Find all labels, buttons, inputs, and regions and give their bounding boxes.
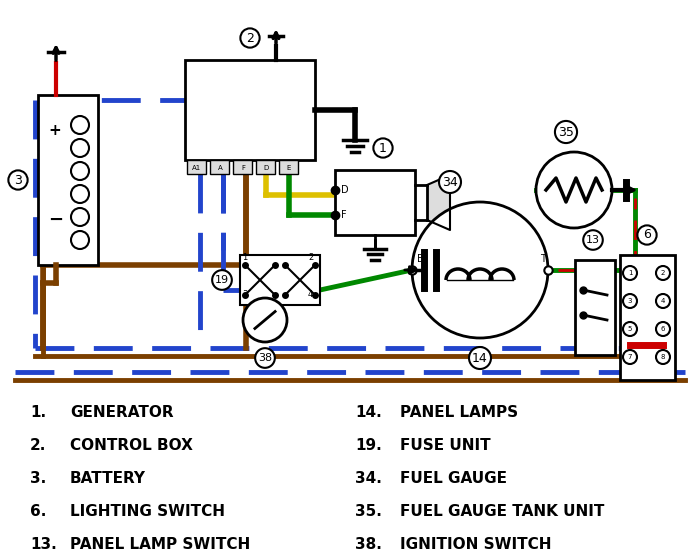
Text: BATTERY: BATTERY [70,471,146,486]
Circle shape [412,202,548,338]
Circle shape [71,116,89,134]
Circle shape [71,208,89,226]
Text: 3: 3 [242,290,247,299]
Text: 38.: 38. [355,537,382,550]
Text: 2: 2 [246,31,254,45]
Text: 35.: 35. [355,504,382,519]
Text: IGNITION SWITCH: IGNITION SWITCH [400,537,552,550]
Text: 34.: 34. [355,471,382,486]
Circle shape [656,322,670,336]
Text: 34: 34 [442,175,458,189]
Bar [575,260,615,355]
Bar [38,95,98,265]
Text: 1.: 1. [30,405,46,420]
Text: 38: 38 [258,353,272,363]
Text: 35: 35 [558,125,574,139]
Text: D: D [341,185,349,195]
Text: 3: 3 [628,298,632,304]
Bar [210,160,229,174]
Text: 19: 19 [215,275,229,285]
Text: 1: 1 [628,270,632,276]
Bar [335,170,415,235]
Circle shape [623,322,637,336]
Text: F: F [341,210,346,220]
Text: 6: 6 [643,228,651,241]
Text: 7: 7 [628,354,632,360]
Circle shape [243,298,287,342]
Bar [620,255,675,380]
Text: FUEL GAUGE TANK UNIT: FUEL GAUGE TANK UNIT [400,504,604,519]
Text: 2: 2 [308,253,314,262]
Text: 13.: 13. [30,537,57,550]
Circle shape [623,266,637,280]
Text: 14.: 14. [355,405,382,420]
Circle shape [623,294,637,308]
Bar [279,160,298,174]
Text: PANEL LAMP SWITCH: PANEL LAMP SWITCH [70,537,251,550]
Bar [233,160,252,174]
Text: 14: 14 [472,351,488,365]
Circle shape [536,152,612,228]
Text: LIGHTING SWITCH: LIGHTING SWITCH [70,504,225,519]
Text: 6.: 6. [30,504,46,519]
Bar [256,160,275,174]
Bar [185,60,315,160]
Circle shape [656,294,670,308]
Text: 4: 4 [661,298,665,304]
Circle shape [71,162,89,180]
Text: GENERATOR: GENERATOR [70,405,174,420]
Text: 8: 8 [661,354,665,360]
Text: F: F [241,165,245,171]
Circle shape [71,231,89,249]
Text: E: E [287,165,291,171]
Text: 1: 1 [379,141,387,155]
Text: 13: 13 [586,235,600,245]
Text: +: + [48,123,61,138]
Text: D: D [263,165,269,171]
Bar [240,255,320,305]
Text: A: A [218,165,223,171]
Text: CONTROL BOX: CONTROL BOX [70,438,193,453]
Text: 5: 5 [628,326,632,332]
Text: 3: 3 [14,173,22,186]
Text: PANEL LAMPS: PANEL LAMPS [400,405,518,420]
Text: T: T [540,254,546,264]
Text: −: − [48,211,63,229]
Text: A1: A1 [193,165,202,171]
Text: FUSE UNIT: FUSE UNIT [400,438,491,453]
Polygon shape [427,175,450,230]
Text: 2: 2 [661,270,665,276]
Text: 3.: 3. [30,471,46,486]
Circle shape [71,139,89,157]
Text: B: B [417,254,424,264]
Circle shape [71,185,89,203]
Text: 6: 6 [661,326,665,332]
Text: 19.: 19. [355,438,382,453]
Text: FUEL GAUGE: FUEL GAUGE [400,471,507,486]
Text: 1: 1 [242,253,247,262]
Text: 2.: 2. [30,438,46,453]
Circle shape [656,266,670,280]
Circle shape [656,350,670,364]
Text: 4: 4 [308,290,314,299]
Bar [187,160,206,174]
Circle shape [623,350,637,364]
